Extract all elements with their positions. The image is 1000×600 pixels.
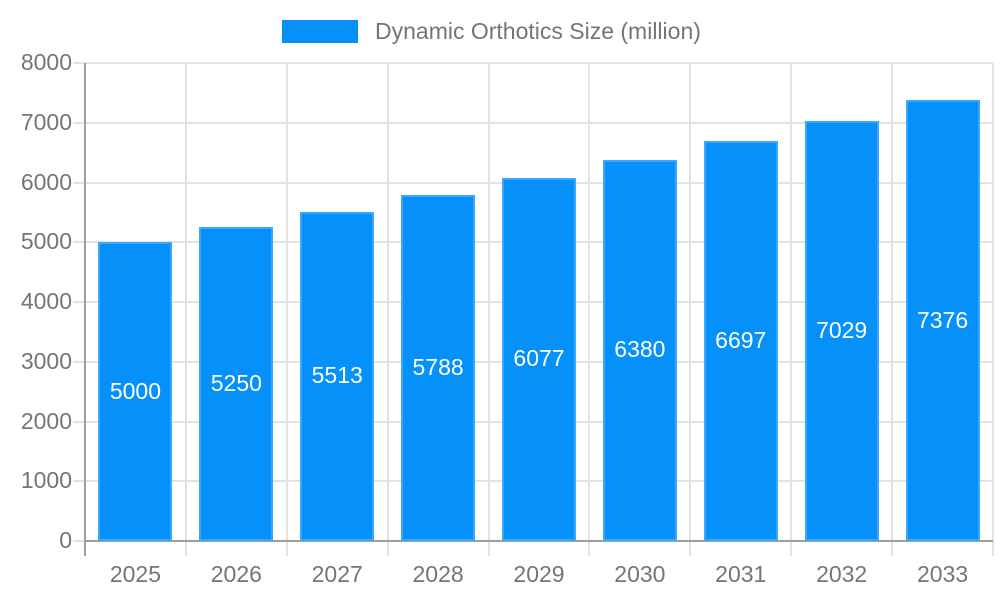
bar-2028[interactable]: 5788 <box>401 195 476 541</box>
bar-value-label: 6077 <box>513 345 565 372</box>
x-axis-baseline <box>85 540 993 542</box>
v-gridline <box>184 63 187 556</box>
bar-2032[interactable]: 7029 <box>804 121 879 541</box>
y-axis-tick-label: 7000 <box>20 108 72 135</box>
y-axis-tick-label: 2000 <box>20 407 72 434</box>
y-axis-tick-label: 6000 <box>20 168 72 195</box>
y-axis-tick-label: 0 <box>59 527 72 553</box>
y-axis-tick-label: 3000 <box>20 347 72 374</box>
v-gridline <box>689 63 692 556</box>
bar-2033[interactable]: 7376 <box>905 100 980 541</box>
y-tick <box>73 420 85 423</box>
bar-value-label: 5250 <box>210 370 262 397</box>
bar-2027[interactable]: 5513 <box>300 211 375 541</box>
legend-swatch-icon <box>282 19 358 43</box>
y-axis-tick-label: 4000 <box>20 288 72 314</box>
y-axis-line <box>84 63 86 556</box>
bar-2029[interactable]: 6077 <box>502 177 576 541</box>
bar-value-label: 6380 <box>614 336 666 363</box>
y-axis-tick-label: 8000 <box>20 49 72 75</box>
x-axis-tick-label: 2029 <box>513 561 565 587</box>
x-axis-tick-label: 2025 <box>109 561 162 587</box>
x-axis-tick-label: 2033 <box>916 561 969 587</box>
legend[interactable]: Dynamic Orthotics Size (million) <box>282 17 701 45</box>
v-gridline <box>386 63 389 556</box>
x-axis-tick-label: 2026 <box>210 561 262 587</box>
y-tick <box>73 301 85 303</box>
y-tick <box>73 540 85 542</box>
bar-value-label: 7029 <box>816 317 868 343</box>
x-axis-tick-label: 2030 <box>614 561 666 587</box>
h-gridline <box>85 62 993 64</box>
v-gridline <box>790 63 793 556</box>
bar-value-label: 5788 <box>412 354 464 381</box>
y-tick <box>73 62 85 64</box>
bar-value-label: 5000 <box>109 377 162 404</box>
v-gridline <box>285 63 288 556</box>
v-gridline <box>891 63 894 556</box>
y-axis-tick-label: 5000 <box>20 228 72 255</box>
y-tick <box>73 480 85 483</box>
bar-value-label: 6697 <box>715 326 767 353</box>
y-tick <box>73 241 85 244</box>
y-axis-tick-label: 1000 <box>20 467 72 494</box>
y-tick <box>73 360 85 363</box>
bar-value-label: 7376 <box>916 306 969 333</box>
bar-2025[interactable]: 5000 <box>98 242 173 541</box>
v-gridline <box>588 63 591 556</box>
legend-label: Dynamic Orthotics Size (million) <box>375 18 701 44</box>
v-gridline <box>487 63 490 556</box>
h-gridline <box>85 121 993 124</box>
x-axis-tick-label: 2027 <box>311 561 363 587</box>
bar-value-label: 5513 <box>311 362 363 389</box>
x-axis-tick-label: 2031 <box>715 561 767 587</box>
bar-2026[interactable]: 5250 <box>199 227 274 541</box>
y-tick <box>73 181 85 184</box>
y-tick <box>73 121 85 124</box>
v-gridline <box>992 63 994 556</box>
x-axis-tick-label: 2032 <box>816 561 868 587</box>
bar-2031[interactable]: 6697 <box>703 140 778 541</box>
bar-2030[interactable]: 6380 <box>602 159 677 541</box>
x-axis-tick-label: 2028 <box>412 561 464 587</box>
